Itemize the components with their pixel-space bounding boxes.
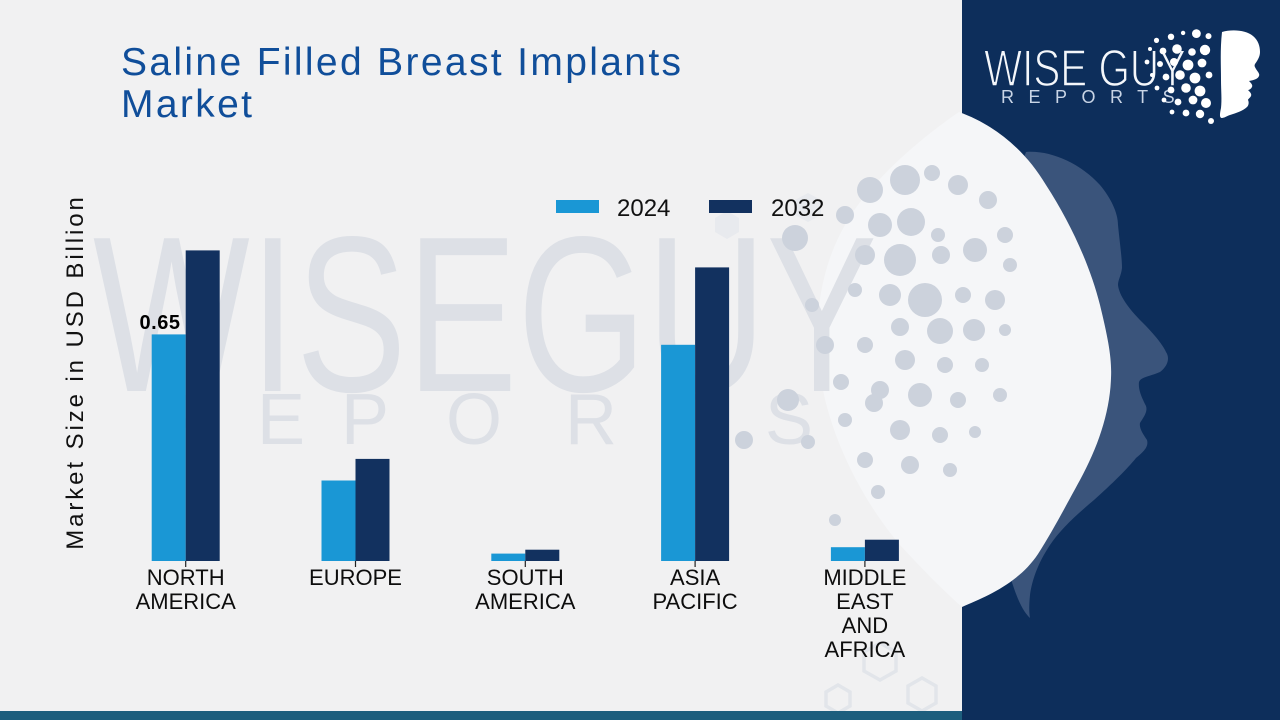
svg-text:AFRICA: AFRICA bbox=[825, 637, 906, 662]
svg-text:WISE GUY: WISE GUY bbox=[984, 39, 1186, 97]
svg-text:Market Size in USD Billion: Market Size in USD Billion bbox=[62, 194, 89, 550]
svg-text:EAST: EAST bbox=[836, 589, 893, 614]
svg-text:AND: AND bbox=[842, 613, 888, 638]
svg-text:Saline Filled Breast Implants: Saline Filled Breast Implants bbox=[121, 41, 683, 84]
svg-text:SOUTH: SOUTH bbox=[487, 565, 564, 590]
svg-text:ASIA: ASIA bbox=[670, 565, 720, 590]
svg-text:WISEGUY: WISEGUY bbox=[93, 191, 877, 439]
svg-text:NORTH: NORTH bbox=[147, 565, 225, 590]
svg-text:MIDDLE: MIDDLE bbox=[823, 565, 906, 590]
svg-text:0.65: 0.65 bbox=[140, 312, 181, 334]
svg-text:Market: Market bbox=[121, 83, 254, 126]
svg-text:AMERICA: AMERICA bbox=[475, 589, 576, 614]
svg-text:2032: 2032 bbox=[771, 195, 824, 222]
svg-text:AMERICA: AMERICA bbox=[136, 589, 237, 614]
svg-text:PACIFIC: PACIFIC bbox=[653, 589, 738, 614]
svg-text:EUROPE: EUROPE bbox=[309, 565, 402, 590]
svg-text:2024: 2024 bbox=[617, 195, 670, 222]
svg-text:REPORTS: REPORTS bbox=[1001, 87, 1189, 107]
